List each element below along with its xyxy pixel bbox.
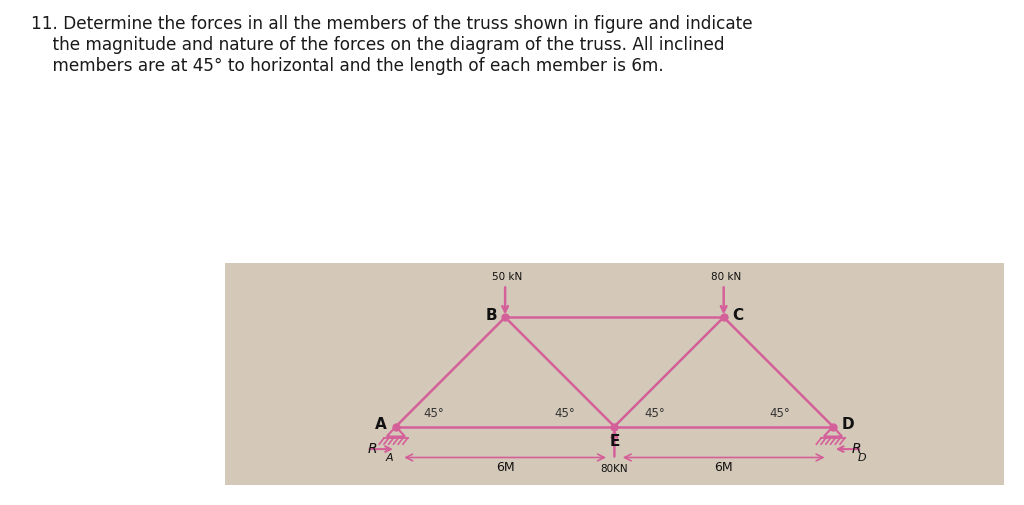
Text: R: R — [851, 442, 861, 456]
Text: 45°: 45° — [555, 407, 575, 420]
Text: A: A — [386, 453, 393, 463]
Text: 6M: 6M — [496, 461, 514, 474]
Text: 80KN: 80KN — [601, 464, 628, 474]
Text: B: B — [485, 308, 497, 323]
Text: 50 kN: 50 kN — [493, 272, 522, 282]
Text: R: R — [368, 442, 378, 456]
Text: 11. Determine the forces in all the members of the truss shown in figure and ind: 11. Determine the forces in all the memb… — [31, 15, 753, 75]
Text: 45°: 45° — [424, 407, 444, 420]
Text: A: A — [376, 417, 387, 432]
Text: 45°: 45° — [770, 407, 791, 420]
Text: C: C — [732, 308, 743, 323]
Text: D: D — [842, 417, 855, 432]
Text: D: D — [858, 453, 866, 463]
Text: E: E — [609, 434, 620, 449]
Text: 45°: 45° — [644, 407, 665, 420]
Text: 80 kN: 80 kN — [711, 272, 741, 282]
Text: 6M: 6M — [715, 461, 733, 474]
